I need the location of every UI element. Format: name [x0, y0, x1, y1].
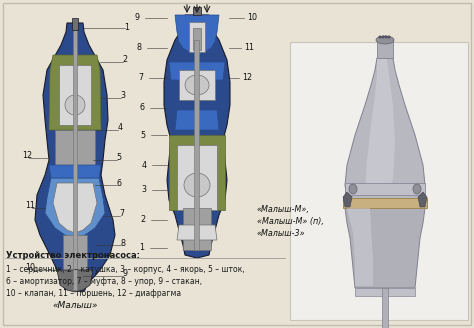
- Polygon shape: [345, 58, 425, 200]
- Bar: [183, 208, 211, 250]
- Ellipse shape: [349, 184, 357, 194]
- Ellipse shape: [185, 75, 209, 95]
- Text: 5: 5: [117, 154, 121, 162]
- Bar: [63, 235, 87, 270]
- Text: 4: 4: [142, 160, 146, 170]
- Ellipse shape: [382, 36, 384, 38]
- Bar: [355, 288, 415, 296]
- Bar: [345, 183, 425, 195]
- Bar: [193, 7, 201, 15]
- Bar: [55, 130, 95, 175]
- Text: 6 – амортизатор, 7 – муфта, 8 – упор, 9 – стакан,: 6 – амортизатор, 7 – муфта, 8 – упор, 9 …: [6, 277, 202, 286]
- Polygon shape: [418, 192, 427, 207]
- Polygon shape: [35, 23, 115, 292]
- Text: 8: 8: [120, 238, 126, 248]
- Bar: [377, 40, 393, 58]
- Text: «Малыш-М»,
«Малыш-М» (п),
«Малыш-3»: «Малыш-М», «Малыш-М» (п), «Малыш-3»: [257, 205, 324, 237]
- Ellipse shape: [65, 95, 85, 115]
- Text: 6: 6: [117, 178, 121, 188]
- Text: 9: 9: [135, 13, 139, 23]
- Text: 3: 3: [120, 91, 126, 99]
- Polygon shape: [169, 135, 225, 210]
- Text: Устройство электронасоса:: Устройство электронасоса:: [6, 251, 140, 260]
- Text: 2: 2: [140, 215, 146, 224]
- Text: 10: 10: [247, 13, 257, 23]
- Text: 10 – клапан, 11 – поршень, 12 – диафрагма: 10 – клапан, 11 – поршень, 12 – диафрагм…: [6, 289, 181, 298]
- Polygon shape: [169, 62, 225, 80]
- Text: 1: 1: [139, 243, 145, 253]
- Polygon shape: [177, 225, 217, 240]
- Polygon shape: [347, 208, 373, 286]
- Polygon shape: [343, 192, 352, 207]
- Text: 11: 11: [25, 200, 35, 210]
- Text: 7: 7: [138, 73, 144, 83]
- Bar: [179, 70, 215, 100]
- Text: 11: 11: [244, 44, 254, 52]
- Text: 6: 6: [139, 104, 145, 113]
- Ellipse shape: [385, 36, 387, 38]
- Ellipse shape: [379, 36, 381, 38]
- Bar: [193, 28, 201, 50]
- Text: 8: 8: [137, 44, 142, 52]
- Polygon shape: [175, 110, 219, 130]
- Text: 1: 1: [125, 24, 129, 32]
- Ellipse shape: [376, 36, 394, 44]
- Bar: [382, 288, 388, 328]
- Bar: [290, 42, 468, 320]
- Polygon shape: [175, 15, 219, 55]
- Text: 12: 12: [242, 73, 252, 83]
- Ellipse shape: [413, 184, 421, 194]
- Polygon shape: [365, 58, 395, 195]
- Text: 12: 12: [22, 151, 32, 159]
- Ellipse shape: [388, 36, 390, 38]
- Polygon shape: [53, 183, 97, 233]
- Polygon shape: [345, 208, 425, 288]
- Text: 7: 7: [119, 209, 125, 217]
- Text: 3: 3: [142, 186, 146, 195]
- Text: 10: 10: [25, 263, 35, 273]
- Polygon shape: [45, 178, 105, 238]
- Text: 9: 9: [122, 269, 128, 277]
- Polygon shape: [49, 55, 101, 130]
- Ellipse shape: [184, 173, 210, 197]
- Bar: [73, 30, 77, 290]
- Text: 1 – сердечник, 2 – катушка, 3 – корпус, 4 – якорь, 5 – шток,: 1 – сердечник, 2 – катушка, 3 – корпус, …: [6, 265, 245, 274]
- Polygon shape: [164, 15, 230, 258]
- Bar: [189, 22, 205, 52]
- Text: «Малыш»: «Малыш»: [52, 300, 98, 310]
- Bar: [177, 145, 217, 210]
- Bar: [72, 18, 78, 30]
- Text: 4: 4: [118, 124, 122, 133]
- Polygon shape: [49, 165, 101, 178]
- Bar: [343, 198, 427, 208]
- Text: 5: 5: [140, 131, 146, 139]
- Bar: [194, 40, 200, 250]
- Polygon shape: [57, 270, 93, 292]
- Bar: [59, 65, 91, 125]
- Text: 2: 2: [122, 55, 128, 65]
